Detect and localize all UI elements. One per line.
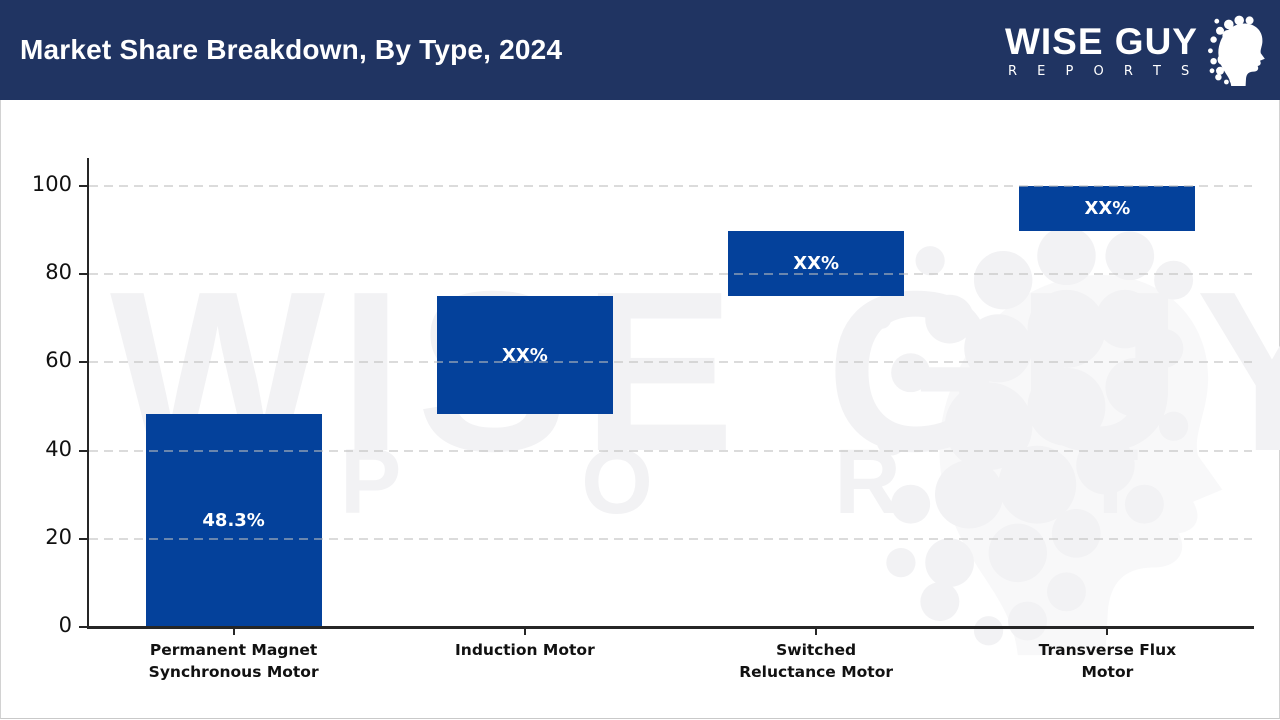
y-tick-mark [79, 626, 87, 628]
bar-value-label: XX% [501, 344, 548, 366]
x-axis-line [87, 625, 1254, 629]
y-tick-label: 40 [45, 436, 72, 461]
y-tick-mark [79, 537, 87, 540]
y-tick-label: 100 [31, 172, 72, 196]
y-tick-label: 80 [45, 260, 72, 285]
x-tick-mark [815, 629, 818, 635]
bar-value-label: XX% [793, 253, 840, 275]
header-bar: Market Share Breakdown, By Type, 2024 WI… [0, 0, 1280, 100]
logo-head-icon [1208, 15, 1265, 86]
wise-guy-reports-logo: WISE GUY R E P O R T S [1005, 8, 1268, 92]
y-tick-mark [79, 273, 87, 276]
gridline-20 [89, 537, 1252, 540]
y-tick-label: 0 [58, 613, 72, 637]
gridline-80 [89, 273, 1252, 276]
category-label: Switched Reluctance Motor [739, 641, 893, 681]
y-tick-label: 20 [45, 524, 72, 549]
category-label: Permanent Magnet Synchronous Motor [148, 641, 319, 681]
y-tick-mark [79, 361, 87, 364]
y-axis-line [87, 158, 89, 629]
category-label: Transverse Flux Motor [1038, 641, 1177, 681]
y-tick-mark [79, 185, 87, 187]
y-tick-label: 60 [45, 348, 72, 373]
x-tick-mark [232, 629, 235, 635]
bar-segment: 48.3% [145, 413, 322, 627]
x-tick-mark [523, 629, 526, 635]
gridline-100 [89, 185, 1252, 187]
page-title: Market Share Breakdown, By Type, 2024 [20, 34, 563, 65]
logo-wordmark: WISE GUY [1004, 20, 1198, 62]
bar-value-label: 48.3% [202, 509, 265, 531]
bar-segment: XX% [436, 296, 613, 414]
y-tick-mark [79, 449, 87, 452]
category-label: Induction Motor [455, 641, 595, 659]
bar-segment: XX% [728, 230, 905, 297]
logo-subtitle: R E P O R T S [1007, 63, 1198, 79]
bar-value-label: XX% [1084, 197, 1131, 219]
gridline-40 [89, 449, 1252, 452]
gridline-60 [89, 361, 1252, 364]
logo-text: WISE GUY R E P O R T S [1005, 23, 1198, 78]
x-tick-mark [1106, 629, 1109, 635]
bar-segment: XX% [1019, 186, 1196, 231]
